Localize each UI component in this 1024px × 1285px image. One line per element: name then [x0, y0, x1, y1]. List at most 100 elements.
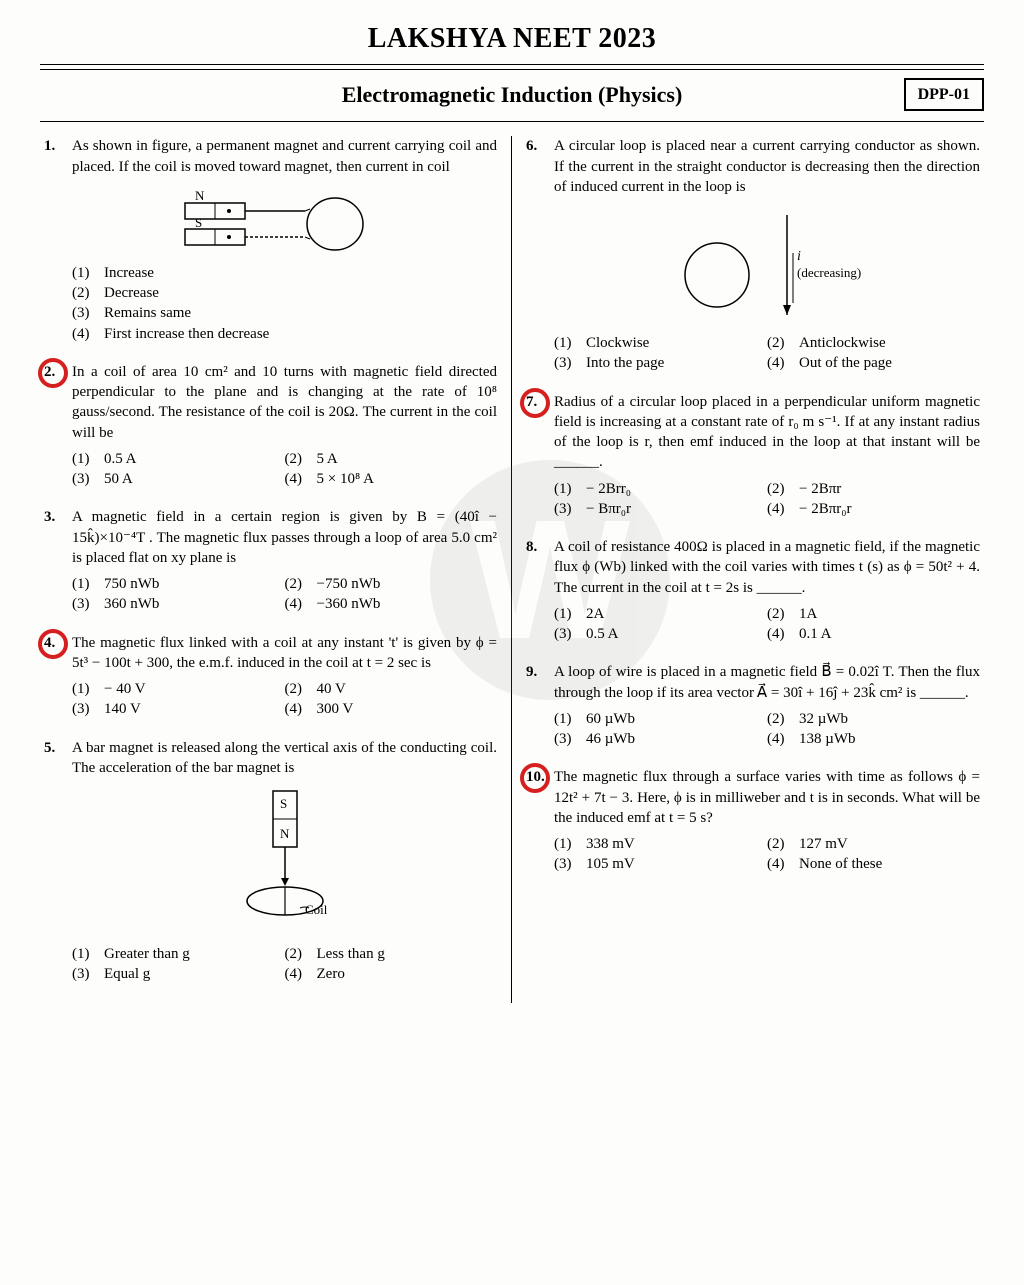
question-8: 8. A coil of resistance 400Ω is placed i… — [526, 537, 980, 644]
q2-circle-icon — [38, 358, 68, 388]
q9-opt2: 32 µWb — [799, 709, 848, 729]
q3-opt2: −750 nWb — [317, 574, 381, 594]
q7-opt1: − 2Brr₀ — [586, 479, 631, 499]
q8-text: A coil of resistance 400Ω is placed in a… — [554, 537, 980, 598]
q3-options: (1)750 nWb (2)−750 nWb (3)360 nWb (4)−36… — [72, 574, 497, 615]
q6-num: 6. — [526, 136, 554, 373]
q5-opt3: Equal g — [104, 964, 150, 984]
fig1-s-label: S — [195, 215, 202, 230]
q4-opt4: 300 V — [317, 699, 354, 719]
q2-options: (1)0.5 A (2)5 A (3)50 A (4)5 × 10⁸ A — [72, 449, 497, 490]
q10-options: (1)338 mV (2)127 mV (3)105 mV (4)None of… — [554, 834, 980, 875]
q6-text: A circular loop is placed near a current… — [554, 136, 980, 197]
question-7: 7. Radius of a circular loop placed in a… — [526, 392, 980, 520]
q5-figure: S N Coil — [72, 786, 497, 936]
q7-text: Radius of a circular loop placed in a pe… — [554, 392, 980, 473]
page: W LAKSHYA NEET 2023 Electromagnetic Indu… — [40, 20, 984, 1003]
q5-options: (1)Greater than g (2)Less than g (3)Equa… — [72, 944, 497, 985]
q9-opt3: 46 µWb — [586, 729, 635, 749]
q5-opt1: Greater than g — [104, 944, 190, 964]
column-right: 6. A circular loop is placed near a curr… — [512, 136, 984, 1002]
dpp-box: DPP-01 — [904, 78, 984, 112]
q10-opt3: 105 mV — [586, 854, 635, 874]
q3-opt4: −360 nWb — [317, 594, 381, 614]
q6-opt3: Into the page — [586, 353, 664, 373]
q1-opt3: Remains same — [104, 303, 191, 323]
q2-text: In a coil of area 10 cm² and 10 turns wi… — [72, 362, 497, 443]
q5-text: A bar magnet is released along the verti… — [72, 738, 497, 779]
q1-figure: N S — [72, 185, 497, 255]
q9-num: 9. — [526, 662, 554, 749]
q8-opt1: 2A — [586, 604, 604, 624]
q10-opt2: 127 mV — [799, 834, 848, 854]
q10-opt4: None of these — [799, 854, 882, 874]
question-2: 2. In a coil of area 10 cm² and 10 turns… — [44, 362, 497, 490]
question-1: 1. As shown in figure, a permanent magne… — [44, 136, 497, 344]
q2-opt3: 50 A — [104, 469, 133, 489]
q5-opt2: Less than g — [317, 944, 385, 964]
q4-opt3: 140 V — [104, 699, 141, 719]
q7-opt2: − 2Bπr — [799, 479, 841, 499]
q6-opt1: Clockwise — [586, 333, 649, 353]
fig6-dec: (decreasing) — [797, 265, 861, 280]
q3-num: 3. — [44, 507, 72, 614]
columns: 1. As shown in figure, a permanent magne… — [40, 136, 984, 1002]
q9-text: A loop of wire is placed in a magnetic f… — [554, 662, 980, 703]
rule-top-2 — [40, 69, 984, 70]
q1-num: 1. — [44, 136, 72, 344]
q7-opt4: − 2Bπr₀r — [799, 499, 852, 519]
q7-circle-icon — [520, 388, 550, 418]
q2-opt4: 5 × 10⁸ A — [317, 469, 374, 489]
q10-opt1: 338 mV — [586, 834, 635, 854]
q8-opt2: 1A — [799, 604, 817, 624]
q5-opt4: Zero — [317, 964, 345, 984]
q1-text: As shown in figure, a permanent magnet a… — [72, 136, 497, 177]
q7-options: (1)− 2Brr₀ (2)− 2Bπr (3)− Bπr₀r (4)− 2Bπ… — [554, 479, 980, 520]
q6-opt4: Out of the page — [799, 353, 892, 373]
q4-circle-icon — [38, 629, 68, 659]
fig1-n-label: N — [195, 188, 205, 203]
q8-num: 8. — [526, 537, 554, 644]
subtitle-row: Electromagnetic Induction (Physics) DPP-… — [40, 80, 984, 110]
q3-opt3: 360 nWb — [104, 594, 159, 614]
fig5-coil: Coil — [305, 902, 328, 917]
question-9: 9. A loop of wire is placed in a magneti… — [526, 662, 980, 749]
q8-opt4: 0.1 A — [799, 624, 832, 644]
q1-opt2: Decrease — [104, 283, 159, 303]
question-6: 6. A circular loop is placed near a curr… — [526, 136, 980, 373]
q1-options: (1)Increase (2)Decrease (3)Remains same … — [72, 263, 497, 344]
q4-opt2: 40 V — [317, 679, 346, 699]
q1-opt1: Increase — [104, 263, 154, 283]
q10-text: The magnetic flux through a surface vari… — [554, 767, 980, 828]
q6-options: (1)Clockwise (2)Anticlockwise (3)Into th… — [554, 333, 980, 374]
main-title: LAKSHYA NEET 2023 — [40, 20, 984, 58]
q6-opt2: Anticlockwise — [799, 333, 886, 353]
q5-num: 5. — [44, 738, 72, 985]
fig6-i: i — [797, 249, 801, 264]
q2-opt2: 5 A — [317, 449, 338, 469]
rule-top-1 — [40, 64, 984, 65]
q7-opt3: − Bπr₀r — [586, 499, 631, 519]
q9-options: (1)60 µWb (2)32 µWb (3)46 µWb (4)138 µWb — [554, 709, 980, 750]
question-5: 5. A bar magnet is released along the ve… — [44, 738, 497, 985]
q1-opt4: First increase then decrease — [104, 324, 269, 344]
subtitle: Electromagnetic Induction (Physics) — [40, 80, 984, 110]
fig5-n: N — [280, 826, 290, 841]
fig5-s: S — [280, 796, 287, 811]
q9-opt4: 138 µWb — [799, 729, 856, 749]
question-10: 10. The magnetic flux through a surface … — [526, 767, 980, 874]
q4-text: The magnetic flux linked with a coil at … — [72, 633, 497, 674]
column-left: 1. As shown in figure, a permanent magne… — [40, 136, 512, 1002]
q4-opt1: − 40 V — [104, 679, 146, 699]
question-4: 4. The magnetic flux linked with a coil … — [44, 633, 497, 720]
q8-opt3: 0.5 A — [586, 624, 619, 644]
rule-mid — [40, 121, 984, 122]
q6-figure: i (decreasing) — [554, 205, 980, 325]
q9-opt1: 60 µWb — [586, 709, 635, 729]
q8-options: (1)2A (2)1A (3)0.5 A (4)0.1 A — [554, 604, 980, 645]
q3-text: A magnetic field in a certain region is … — [72, 507, 497, 568]
question-3: 3. A magnetic field in a certain region … — [44, 507, 497, 614]
q4-options: (1)− 40 V (2)40 V (3)140 V (4)300 V — [72, 679, 497, 720]
q3-opt1: 750 nWb — [104, 574, 159, 594]
q2-opt1: 0.5 A — [104, 449, 137, 469]
